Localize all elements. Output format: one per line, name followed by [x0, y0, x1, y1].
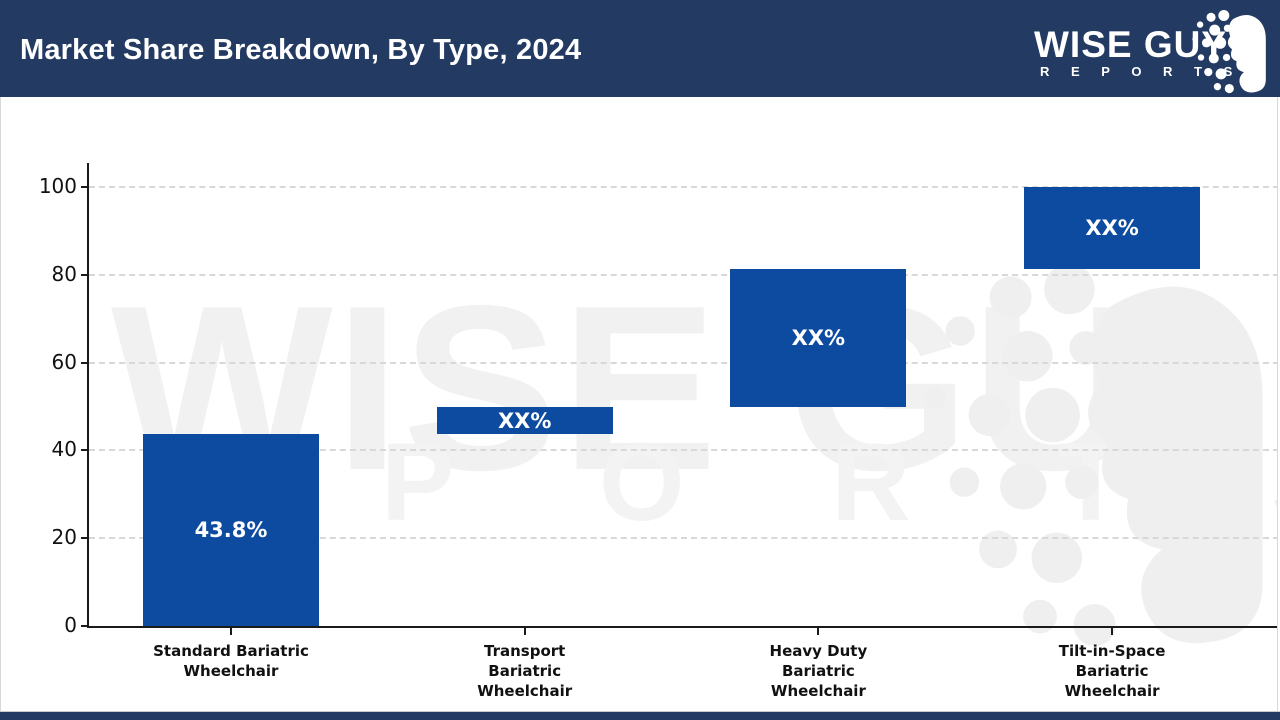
y-tick-label: 40	[51, 437, 77, 462]
wiseguy-face-icon	[1192, 10, 1266, 94]
gridline	[89, 273, 1277, 276]
logo-wordmark: WISE GUY	[1034, 24, 1228, 65]
gridline	[89, 186, 1277, 188]
footer-divider	[0, 711, 1280, 712]
x-category-label: Tilt-in-Space Bariatric Wheelchair	[1058, 642, 1166, 700]
y-tick-mark	[81, 449, 89, 452]
gridline	[89, 361, 1277, 364]
x-tick-mark	[523, 628, 526, 635]
watermark-face-icon	[924, 263, 1263, 646]
bar-value-label: XX%	[497, 408, 552, 433]
x-category-label: Standard Bariatric Wheelchair	[153, 642, 309, 680]
wiseguy-logo: WISE GUY R E P O R T S	[1012, 8, 1266, 94]
page-title: Market Share Breakdown, By Type, 2024	[20, 34, 582, 66]
x-tick-mark	[817, 628, 820, 635]
x-tick-mark	[230, 628, 232, 635]
x-category-label: Transport Bariatric Wheelchair	[477, 642, 573, 700]
y-tick-label: 20	[51, 525, 77, 550]
x-axis-line	[87, 626, 1277, 628]
y-tick-label: 60	[51, 349, 77, 374]
bar-value-label: XX%	[1085, 216, 1139, 241]
y-axis-line	[87, 163, 89, 628]
y-tick-mark	[81, 361, 89, 364]
y-tick-mark	[81, 537, 89, 540]
footer-bar	[0, 712, 1280, 720]
y-tick-mark	[81, 186, 89, 188]
x-category-label: Heavy Duty Bariatric Wheelchair	[769, 642, 868, 700]
bar-value-label: XX%	[791, 326, 846, 351]
y-tick-label: 100	[38, 174, 77, 198]
bar: XX%	[730, 269, 907, 408]
y-tick-mark	[81, 625, 89, 627]
bar-value-label: 43.8%	[194, 517, 268, 542]
x-tick-mark	[1111, 628, 1114, 635]
bar: XX%	[436, 407, 613, 434]
logo-subtitle: R E P O R T S	[1040, 64, 1242, 79]
bar: XX%	[1024, 187, 1201, 270]
y-tick-label: 0	[64, 613, 77, 637]
gridline	[89, 449, 1277, 452]
header-bar: Market Share Breakdown, By Type, 2024 WI…	[0, 0, 1280, 97]
y-tick-mark	[81, 273, 89, 276]
chart-canvas: WISE GU P O R T S 02040608010043.8%Stand…	[0, 97, 1278, 711]
bar: 43.8%	[143, 433, 319, 626]
gridline	[89, 537, 1277, 540]
y-tick-label: 80	[51, 261, 77, 286]
